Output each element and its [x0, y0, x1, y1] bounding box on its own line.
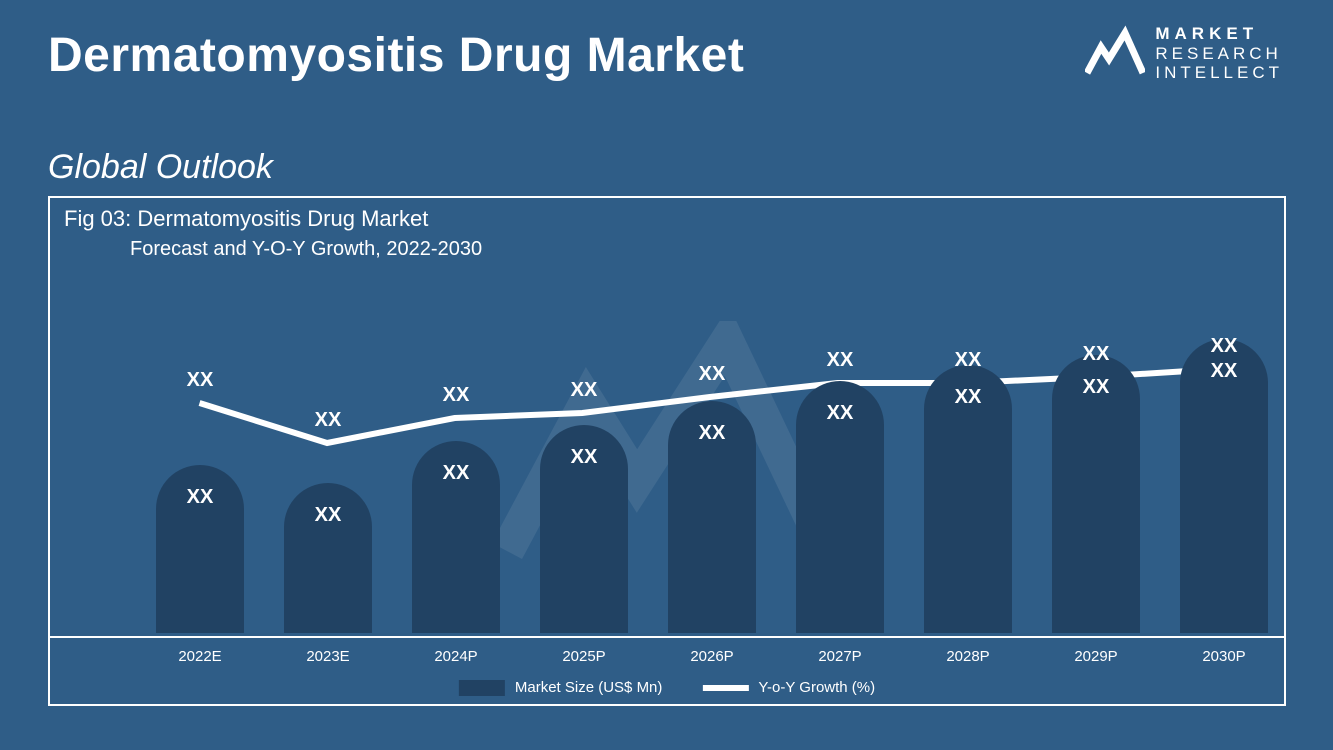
bar-value-label: XX	[924, 386, 1012, 409]
x-axis-label: 2022E	[156, 648, 244, 665]
logo-line2: RESEARCH	[1155, 44, 1283, 64]
bar-value-label: XX	[540, 446, 628, 469]
logo-line3: INTELLECT	[1155, 63, 1283, 83]
logo-line1: MARKET	[1155, 24, 1283, 44]
line-value-label: XX	[156, 369, 244, 392]
legend-line-label: Y-o-Y Growth (%)	[758, 679, 875, 696]
legend-swatch-bar-icon	[459, 680, 505, 696]
line-value-label: XX	[1052, 343, 1140, 366]
legend-swatch-line-icon	[702, 685, 748, 691]
plot-area: XXXXXXXXXXXXXXXXXXXXXXXXXXXXXXXXXXXX	[50, 273, 1284, 633]
bar-group: XX	[1052, 355, 1140, 633]
line-value-label: XX	[924, 349, 1012, 372]
line-value-label: XX	[796, 349, 884, 372]
x-axis-label: 2026P	[668, 648, 756, 665]
x-axis	[50, 636, 1284, 638]
logo-text: MARKET RESEARCH INTELLECT	[1155, 24, 1283, 83]
x-axis-label: 2029P	[1052, 648, 1140, 665]
bar-value-label: XX	[668, 422, 756, 445]
line-value-label: XX	[1180, 335, 1268, 358]
legend-bar-label: Market Size (US$ Mn)	[515, 679, 663, 696]
logo: MARKET RESEARCH INTELLECT	[1085, 24, 1283, 83]
page-title: Dermatomyositis Drug Market	[48, 28, 744, 83]
figure-title: Fig 03: Dermatomyositis Drug Market	[64, 206, 428, 232]
legend-item-bar: Market Size (US$ Mn)	[459, 679, 663, 696]
line-value-label: XX	[284, 409, 372, 432]
bar-group: XX	[1180, 339, 1268, 633]
line-value-label: XX	[412, 384, 500, 407]
logo-mark-icon	[1085, 25, 1145, 81]
bar-value-label: XX	[284, 504, 372, 527]
bar-group: XX	[412, 441, 500, 633]
bar-group: XX	[156, 465, 244, 633]
figure-subtitle: Forecast and Y-O-Y Growth, 2022-2030	[130, 238, 482, 261]
line-value-label: XX	[540, 379, 628, 402]
legend-item-line: Y-o-Y Growth (%)	[702, 679, 875, 696]
bar-value-label: XX	[156, 486, 244, 509]
x-axis-label: 2027P	[796, 648, 884, 665]
bar-value-label: XX	[412, 462, 500, 485]
subtitle: Global Outlook	[48, 148, 273, 187]
bar-value-label: XX	[1180, 360, 1268, 383]
chart-container: Fig 03: Dermatomyositis Drug Market Fore…	[48, 196, 1286, 706]
legend: Market Size (US$ Mn) Y-o-Y Growth (%)	[459, 679, 875, 696]
line-value-label: XX	[668, 363, 756, 386]
bar-group: XX	[540, 425, 628, 633]
x-axis-label: 2023E	[284, 648, 372, 665]
x-axis-label: 2028P	[924, 648, 1012, 665]
bar-group: XX	[668, 401, 756, 633]
x-axis-label: 2024P	[412, 648, 500, 665]
bar-value-label: XX	[1052, 376, 1140, 399]
bar-group: XX	[284, 483, 372, 633]
x-axis-label: 2025P	[540, 648, 628, 665]
bar-value-label: XX	[796, 402, 884, 425]
x-axis-label: 2030P	[1180, 648, 1268, 665]
bar	[1180, 339, 1268, 633]
bar-group: XX	[924, 365, 1012, 633]
bar-group: XX	[796, 381, 884, 633]
